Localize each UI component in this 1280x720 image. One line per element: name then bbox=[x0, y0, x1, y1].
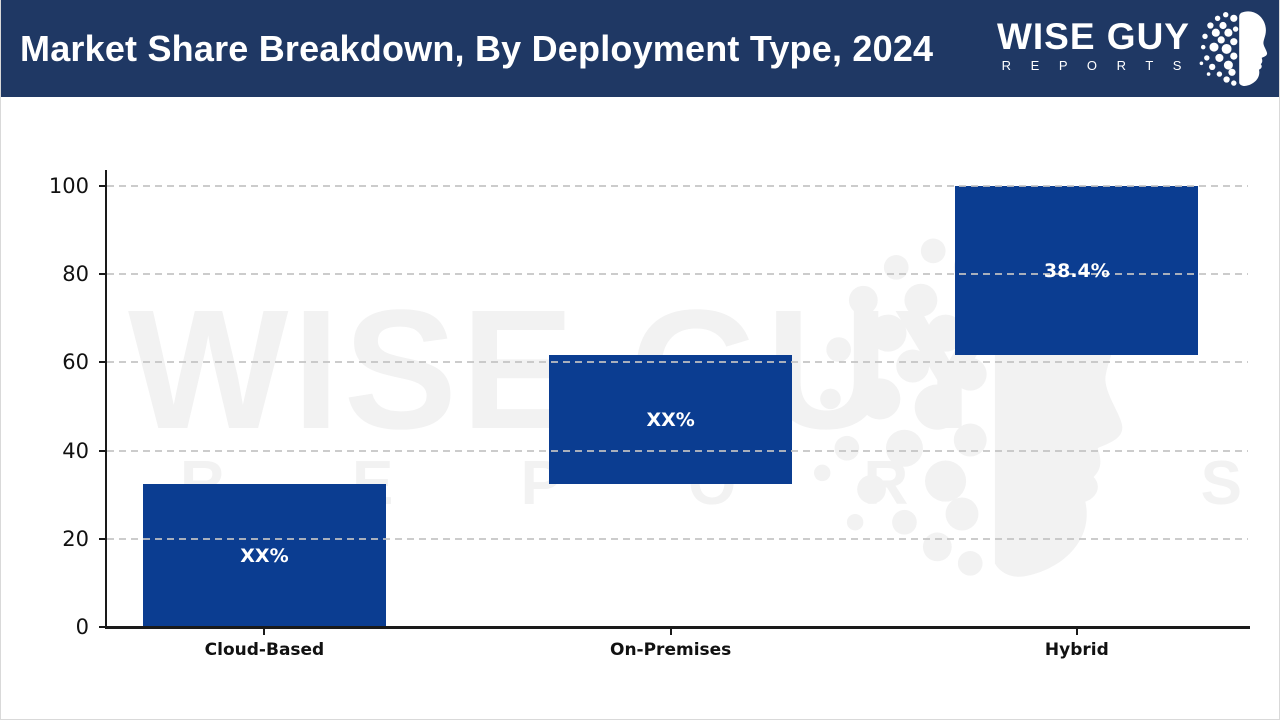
y-tick-label-60: 60 bbox=[62, 350, 89, 375]
x-category-label-cloud-based: Cloud-Based bbox=[204, 640, 325, 660]
header-band: Market Share Breakdown, By Deployment Ty… bbox=[0, 0, 1280, 97]
y-tick-mark-20 bbox=[99, 537, 107, 540]
bar-cloud-based bbox=[142, 484, 386, 627]
y-tick-label-100: 100 bbox=[48, 173, 89, 198]
y-axis-spine bbox=[105, 170, 107, 629]
bar-on-premises bbox=[549, 355, 793, 485]
gridline-80 bbox=[107, 273, 1248, 276]
bar-value-label-cloud-based: XX% bbox=[240, 544, 289, 567]
x-tick-mark-hybrid bbox=[1075, 628, 1078, 635]
y-tick-label-0: 0 bbox=[75, 615, 89, 639]
y-tick-mark-40 bbox=[99, 449, 107, 452]
wiseguy-head-icon bbox=[1199, 11, 1268, 87]
x-category-label-hybrid: Hybrid bbox=[1044, 640, 1109, 660]
x-tick-mark-on-premises bbox=[669, 628, 672, 635]
wiseguy-logo-text: WISE GUY R E P O R T S bbox=[997, 18, 1190, 73]
y-tick-label-20: 20 bbox=[62, 526, 89, 551]
x-tick-mark-cloud-based bbox=[263, 628, 266, 635]
plot-area: XX% XX% 38.4% bbox=[105, 170, 1250, 629]
bar-value-label-hybrid: 38.4% bbox=[1043, 259, 1110, 282]
wiseguy-logo-subtitle: R E P O R T S bbox=[1001, 58, 1190, 73]
gridline-40 bbox=[107, 449, 1248, 452]
y-tick-label-40: 40 bbox=[62, 438, 89, 463]
wiseguy-logo-brand: WISE GUY bbox=[996, 16, 1190, 57]
y-axis: 0 20 40 60 80 100 bbox=[0, 170, 107, 639]
wiseguy-logo: WISE GUY R E P O R T S bbox=[997, 4, 1268, 94]
gridline-20 bbox=[107, 537, 1248, 540]
page-title: Market Share Breakdown, By Deployment Ty… bbox=[20, 27, 934, 69]
y-tick-mark-80 bbox=[99, 273, 107, 276]
y-tick-label-80: 80 bbox=[62, 262, 89, 287]
bar-value-label-on-premises: XX% bbox=[646, 408, 695, 431]
y-tick-mark-60 bbox=[99, 361, 107, 364]
gridline-60 bbox=[107, 361, 1248, 364]
y-tick-mark-100 bbox=[99, 184, 107, 187]
x-axis-spine bbox=[105, 626, 1250, 629]
gridline-100 bbox=[107, 184, 1248, 187]
y-tick-mark-0 bbox=[99, 626, 107, 628]
bar-hybrid bbox=[955, 185, 1199, 356]
x-category-label-on-premises: On-Premises bbox=[609, 640, 732, 660]
